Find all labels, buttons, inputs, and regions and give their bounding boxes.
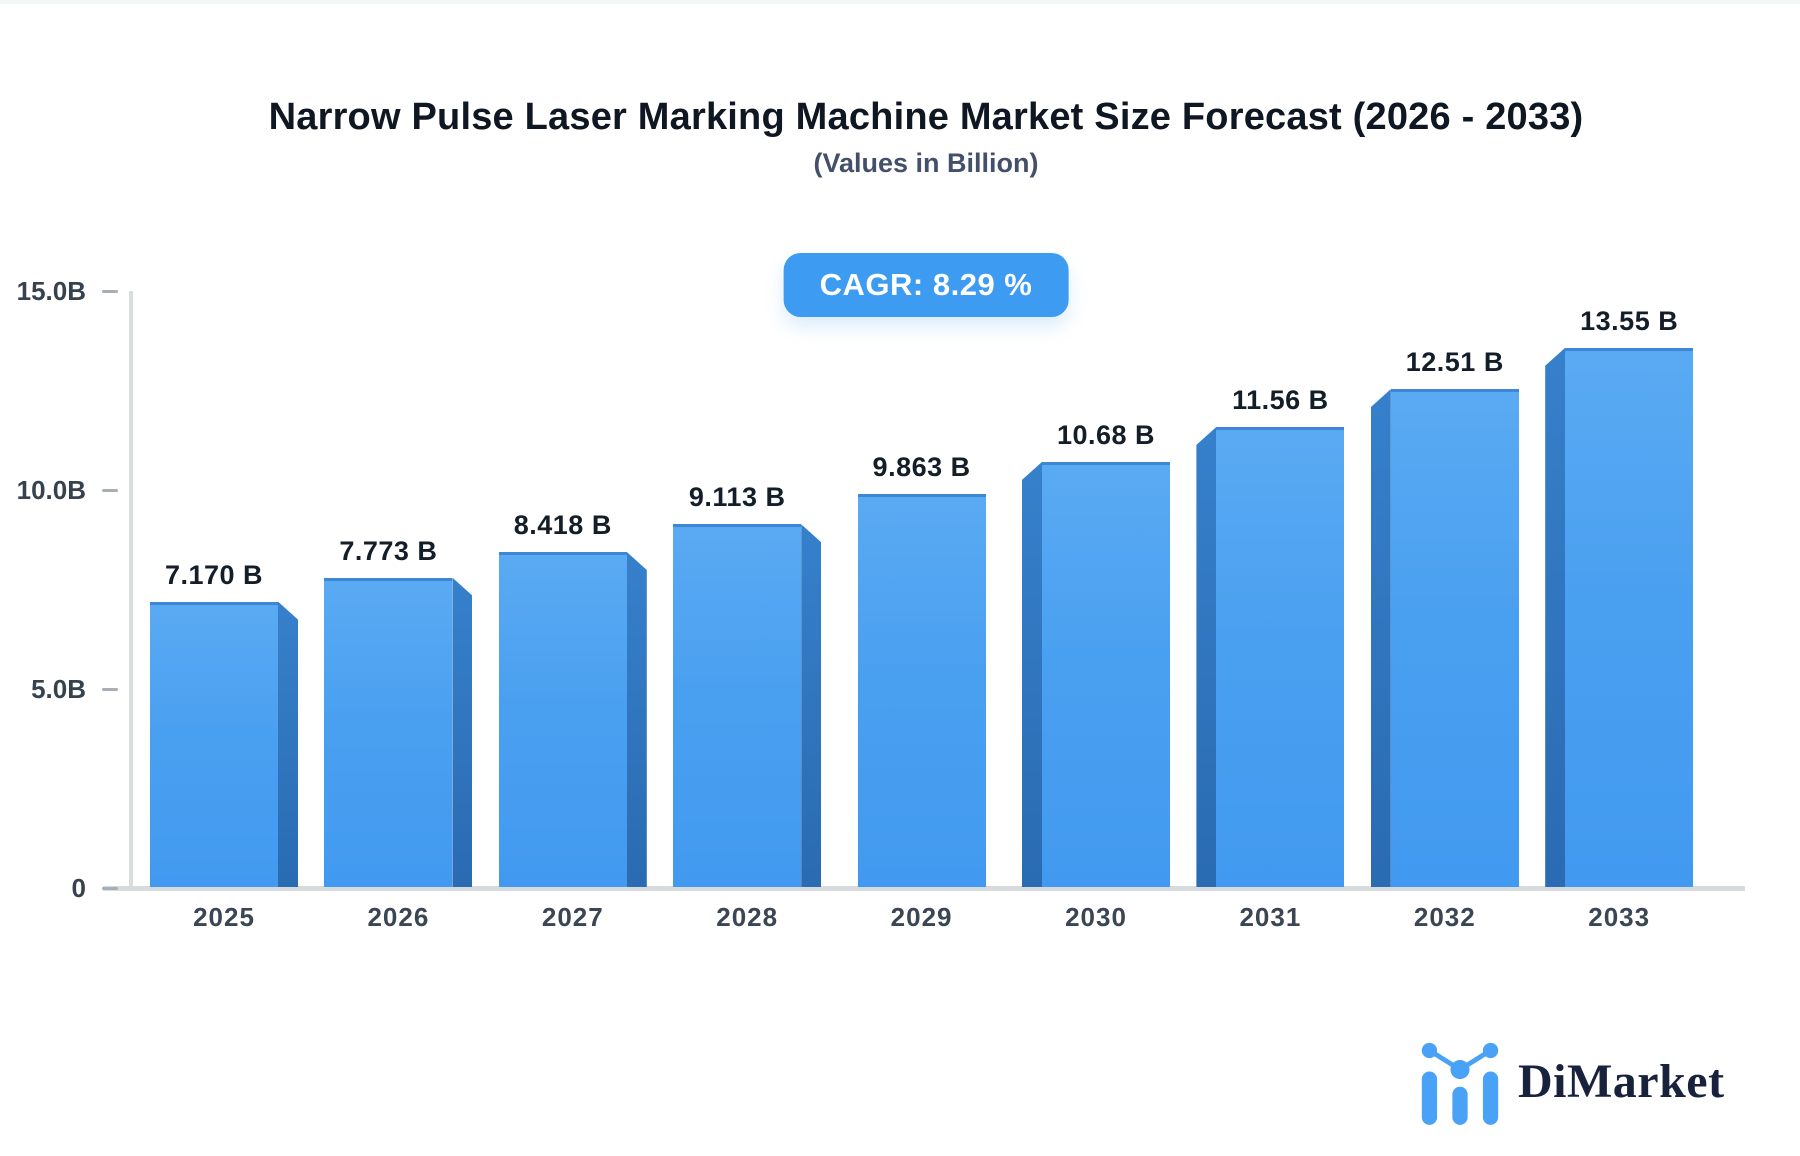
bar-3d-side — [1370, 389, 1391, 887]
bar-group-2033: 13.55 B — [1545, 306, 1694, 887]
chart-title: Narrow Pulse Laser Marking Machine Marke… — [268, 96, 1584, 138]
bar[interactable] — [498, 551, 627, 887]
bar-3d-side — [626, 551, 647, 887]
bar[interactable] — [1390, 389, 1519, 887]
bar-value-label: 10.68 B — [1056, 419, 1156, 450]
y-axis-tick-label: 0 — [71, 873, 86, 903]
x-axis-label: 2033 — [1588, 902, 1651, 932]
x-axis-label: 2030 — [1065, 902, 1127, 932]
bar-group-2028: 9.113 B — [673, 482, 822, 887]
x-axis-label: 2027 — [541, 902, 604, 932]
x-axis-label: 2029 — [890, 902, 953, 932]
x-axis-line — [103, 886, 1745, 891]
y-axis-tick-mark — [102, 489, 118, 492]
bar-3d-side — [801, 524, 822, 887]
bar-value-label: 8.418 B — [513, 509, 612, 540]
bar-value-label: 11.56 B — [1232, 384, 1329, 415]
bar-3d-side — [1545, 347, 1566, 887]
bar-3d-side — [278, 601, 298, 887]
y-axis-tick-label: 10.0B — [16, 475, 86, 505]
y-axis-tick-mark — [102, 887, 118, 890]
bar[interactable] — [324, 577, 453, 887]
y-axis-line — [129, 291, 133, 888]
bar-value-label: 13.55 B — [1580, 305, 1679, 336]
bar[interactable] — [1216, 426, 1345, 887]
bar[interactable] — [1042, 461, 1170, 887]
bar[interactable] — [1565, 347, 1694, 887]
bar-group-2027: 8.418 B — [498, 510, 647, 887]
bar-group-2029: 9.863 B — [848, 452, 996, 887]
bar-3d-side — [1196, 426, 1217, 887]
x-axis-label: 2025 — [193, 902, 255, 932]
brand-name: DiMarket — [1518, 1054, 1725, 1108]
bar-group-2026: 7.773 B — [324, 536, 473, 887]
bar-value-label: 12.51 B — [1405, 347, 1504, 378]
bar-value-label: 9.113 B — [688, 482, 786, 513]
bar-group-2025: 7.170 B — [150, 560, 298, 887]
bar-group-2031: 11.56 B — [1196, 385, 1345, 887]
y-axis-tick-mark — [102, 290, 118, 293]
bar-group-2032: 12.51 B — [1370, 347, 1519, 887]
cagr-badge: CAGR: 8.29 % — [783, 253, 1069, 317]
x-axis-label: 2032 — [1413, 902, 1476, 932]
bar[interactable] — [857, 494, 986, 887]
page-top-edge — [0, 0, 1800, 4]
brand-logo: DiMarket — [1418, 1042, 1725, 1125]
y-axis-tick-mark — [102, 688, 118, 691]
bar-value-label: 7.773 B — [339, 535, 438, 566]
y-axis-tick-label: 5.0B — [31, 674, 86, 704]
bar-value-label: 7.170 B — [164, 559, 264, 590]
bar-group-2030: 10.68 B — [1022, 420, 1170, 887]
bar[interactable] — [673, 524, 802, 887]
chart-subtitle: (Values in Billion) — [813, 148, 1039, 178]
x-axis-label: 2031 — [1239, 902, 1302, 932]
x-axis-label: 2028 — [716, 902, 779, 932]
y-axis-tick-label: 15.0B — [16, 276, 86, 306]
bar-3d-side — [1022, 461, 1042, 887]
bar-chart-trend-icon — [1421, 1042, 1499, 1125]
bar[interactable] — [150, 601, 278, 887]
bar-3d-side — [452, 577, 473, 887]
x-axis-label: 2026 — [367, 902, 430, 932]
bar-value-label: 9.863 B — [872, 452, 971, 483]
